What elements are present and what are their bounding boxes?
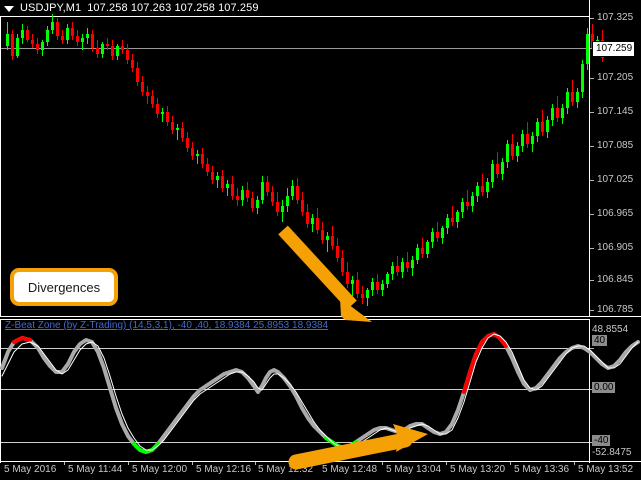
time-axis-tick	[382, 462, 383, 465]
time-axis-label: 5 May 13:36	[514, 464, 570, 475]
time-axis-label: 5 May 12:00	[132, 464, 188, 475]
price-axis-label: 106.845	[597, 274, 634, 285]
indicator-pane[interactable]	[0, 319, 641, 480]
price-axis-label: 106.905	[597, 242, 634, 253]
time-axis-tick	[574, 462, 575, 465]
divergences-callout: Divergences	[10, 268, 118, 306]
price-axis-tick	[590, 78, 594, 79]
time-axis-tick	[446, 462, 447, 465]
price-axis-tick	[590, 180, 594, 181]
time-axis-tick	[255, 462, 256, 465]
price-chart-pane[interactable]	[0, 0, 641, 318]
time-axis-label: 5 May 12:32	[258, 464, 314, 475]
time-axis-label: 5 May 12:16	[196, 464, 252, 475]
indicator-level-upper-label: 40	[592, 335, 608, 346]
time-axis-tick	[318, 462, 319, 465]
indicator-oversold-segment	[132, 442, 160, 454]
price-axis-label: 107.325	[597, 12, 634, 23]
price-axis-tick	[590, 214, 594, 215]
price-axis-tick	[590, 146, 594, 147]
time-axis-label: 5 May 11:44	[68, 464, 123, 475]
indicator-overbought-segment	[462, 332, 508, 394]
symbol-header: USDJPY,M1 107.258 107.263 107.258 107.25…	[0, 0, 259, 16]
indicator-title[interactable]: Z-Beat Zone (by Z-Trading) (14,5,3,1), -…	[5, 320, 329, 331]
indicator-zero-label: 0.00	[592, 382, 616, 393]
divergences-callout-label: Divergences	[27, 279, 101, 295]
indicator-axis-tick	[590, 348, 594, 349]
time-axis-tick	[510, 462, 511, 465]
z-beat-zone-svg	[0, 319, 641, 480]
price-axis-label: 107.025	[597, 174, 634, 185]
time-axis-tick	[128, 462, 129, 465]
indicator-level-lower-label: -40	[592, 435, 611, 446]
time-axis-label: 5 May 2016	[4, 464, 57, 475]
symbol-label: USDJPY,M1	[20, 2, 82, 14]
price-axis-tick	[590, 18, 594, 19]
price-axis-label: 107.085	[597, 140, 634, 151]
time-axis-label: 5 May 13:52	[578, 464, 634, 475]
price-axis-label: 107.145	[597, 106, 634, 117]
current-price-label: 107.259	[592, 41, 636, 57]
time-axis-tick	[192, 462, 193, 465]
price-axis-tick	[590, 248, 594, 249]
triangle-down-icon[interactable]	[4, 5, 14, 12]
time-axis-label: 5 May 12:48	[322, 464, 378, 475]
indicator-min-label: -52.8475	[592, 447, 632, 458]
indicator-signal-line	[1, 333, 639, 451]
price-axis-tick	[590, 112, 594, 113]
price-axis-tick	[590, 310, 594, 311]
time-axis-tick	[64, 462, 65, 465]
price-axis-label: 106.785	[597, 304, 634, 315]
price-axis-label: 106.965	[597, 208, 634, 219]
ohlc-values: 107.258 107.263 107.258 107.259	[87, 2, 259, 14]
price-axis-label: 107.205	[597, 72, 634, 83]
time-axis-label: 5 May 13:20	[450, 464, 506, 475]
indicator-main-line	[0, 332, 640, 454]
price-axis-tick	[590, 280, 594, 281]
indicator-max-label: 48.8554	[592, 324, 629, 335]
indicator-overbought-segment	[12, 336, 32, 344]
time-axis[interactable]: 5 May 2016 5 May 11:44 5 May 12:00 5 May 12…	[0, 462, 641, 480]
time-axis-label: 5 May 13:04	[386, 464, 442, 475]
